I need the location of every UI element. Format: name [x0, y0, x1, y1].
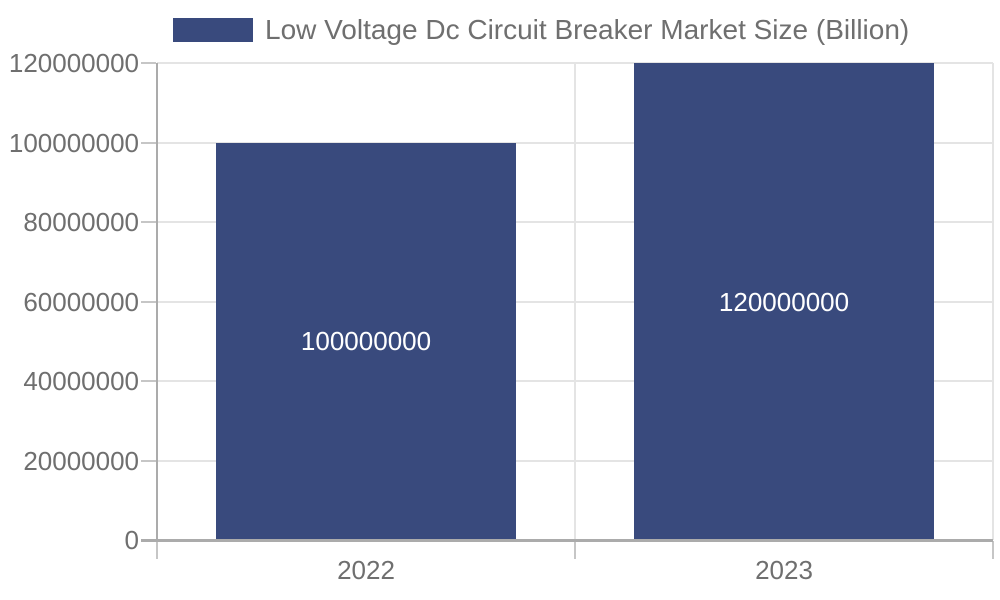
y-axis-tick — [141, 221, 156, 223]
x-tick-label-2022: 2022 — [337, 555, 395, 585]
y-tick-label: 120000000 — [8, 48, 139, 78]
x-axis-line — [141, 538, 993, 542]
bar-value-label: 120000000 — [718, 286, 850, 317]
y-tick-label: 0 — [124, 525, 139, 555]
y-tick-label: 20000000 — [23, 445, 139, 476]
y-tick-label: 60000000 — [23, 286, 139, 317]
gridline-vertical — [992, 63, 994, 540]
y-axis-tick — [141, 62, 156, 64]
y-axis-tick — [141, 300, 156, 303]
y-tick-label: 100000000 — [8, 127, 139, 158]
y-axis-tick — [141, 459, 156, 462]
bar-2023 — [634, 63, 934, 540]
y-axis-tick — [141, 380, 156, 382]
y-axis-spine — [156, 63, 158, 541]
x-axis-tick — [156, 541, 158, 559]
bar-2022 — [216, 142, 516, 540]
legend-label: Low Voltage Dc Circuit Breaker Market Si… — [265, 14, 910, 45]
gridline-vertical — [574, 63, 576, 540]
y-tick-label: 40000000 — [23, 366, 139, 396]
x-axis-tick — [992, 541, 994, 559]
x-tick-label-2023: 2023 — [755, 555, 813, 585]
chart-legend: Low Voltage Dc Circuit Breaker Market Si… — [173, 14, 910, 45]
y-axis-tick — [141, 141, 156, 144]
x-axis-tick — [574, 541, 576, 559]
bar-value-label: 100000000 — [300, 326, 432, 357]
legend-swatch-icon — [173, 18, 253, 42]
y-tick-label: 80000000 — [23, 207, 139, 237]
